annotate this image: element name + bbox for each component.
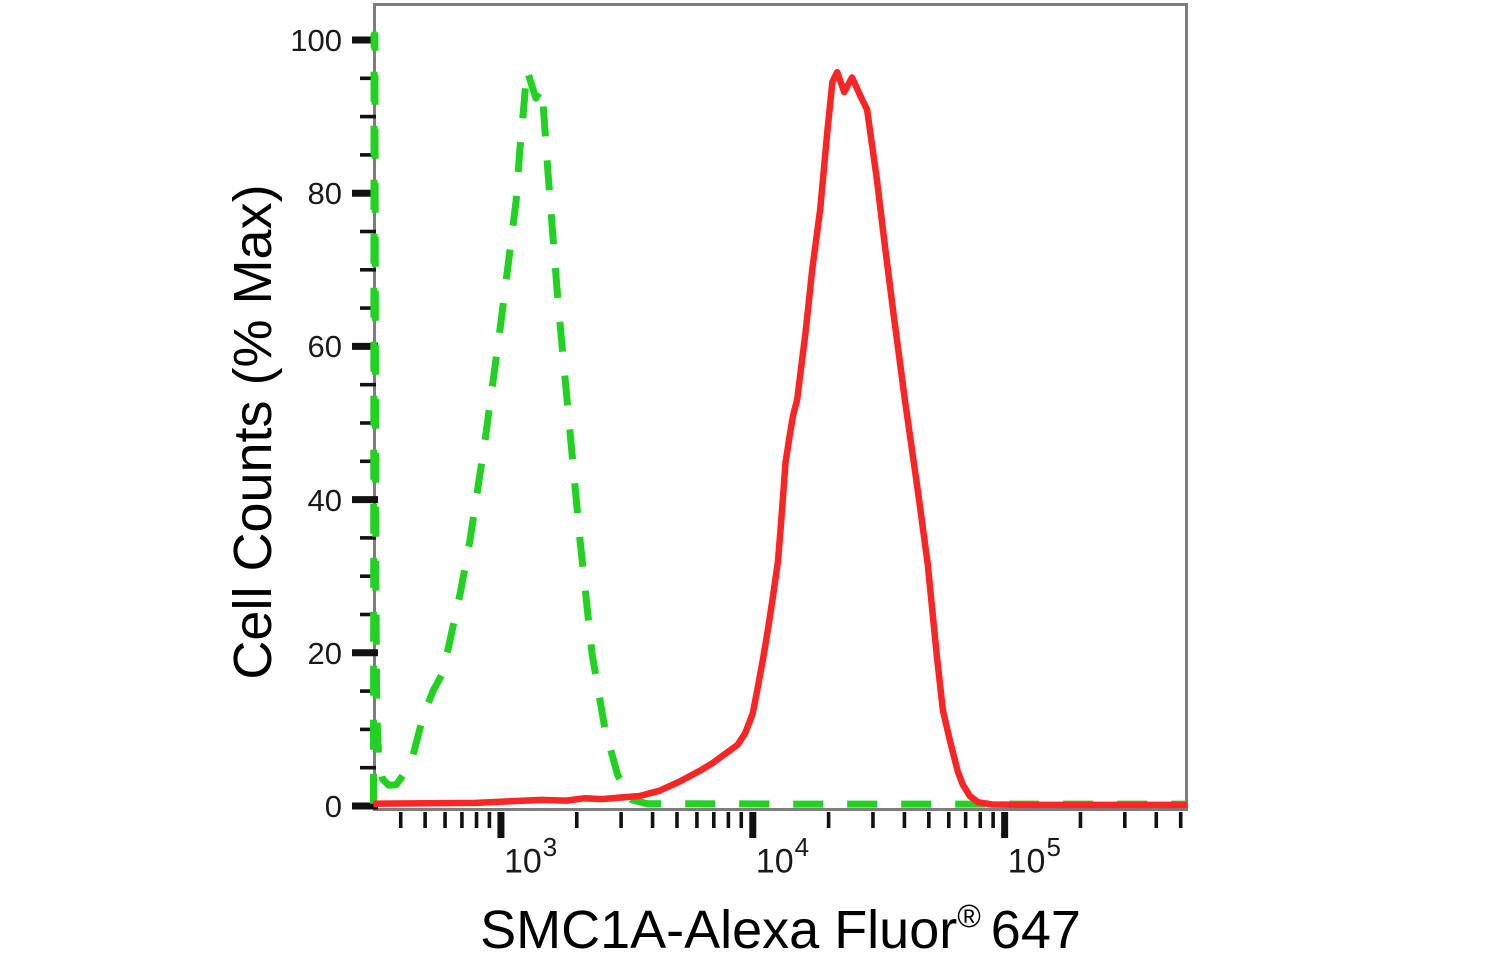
plot-border <box>373 3 1188 811</box>
axis-ticks <box>352 36 1183 838</box>
data-curves <box>370 31 1188 809</box>
red-solid-histogram <box>373 68 1188 809</box>
plot-frame <box>373 3 1188 811</box>
green-dashed-histogram <box>370 31 1186 808</box>
